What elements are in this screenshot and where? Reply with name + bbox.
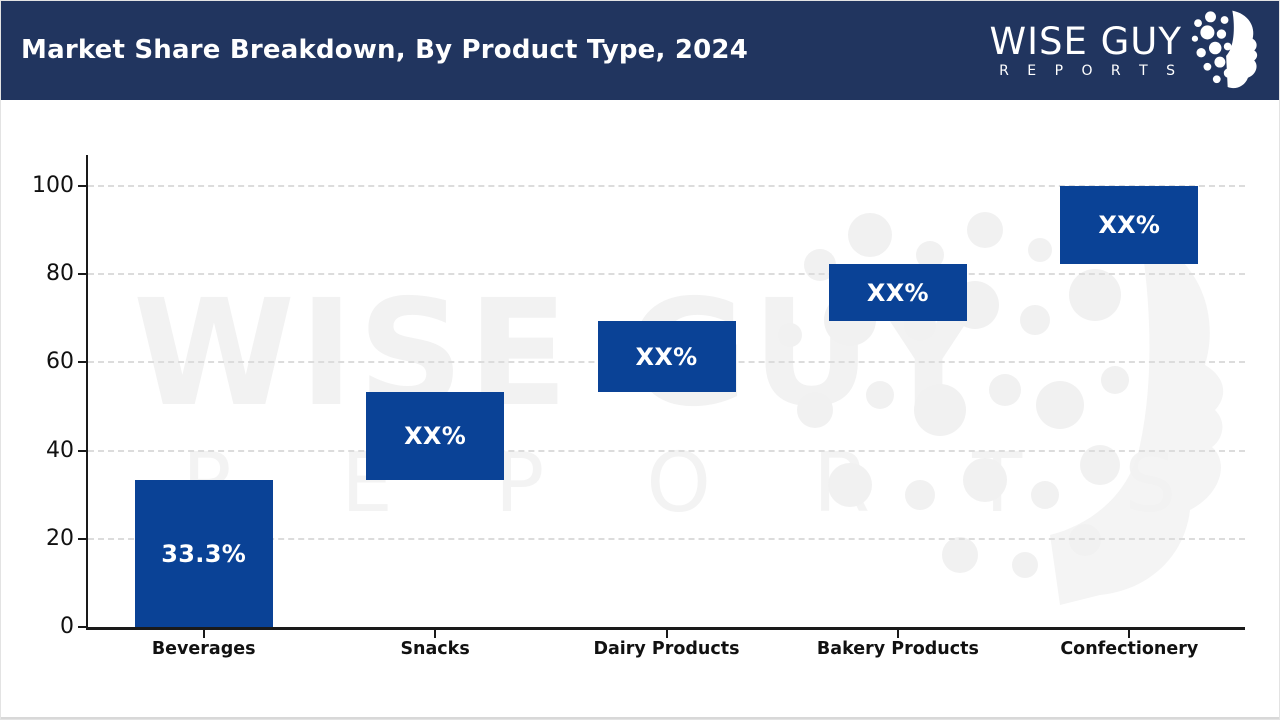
gridline-40 (88, 449, 1245, 452)
y-tick-mark (78, 273, 86, 276)
y-axis-line (86, 155, 88, 630)
header-bar: Market Share Breakdown, By Product Type,… (0, 0, 1280, 100)
y-tick-mark (78, 626, 86, 628)
x-tick-mark (434, 630, 437, 638)
watermark-face-dots-icon (778, 205, 1224, 605)
footer-divider (0, 717, 1280, 719)
gridline-100 (88, 185, 1245, 187)
y-tick-mark (78, 449, 86, 452)
x-category-label: Beverages (151, 639, 256, 659)
bar-beverages: 33.3% (134, 480, 273, 627)
gridline-20 (88, 537, 1245, 540)
bar-snacks: XX% (366, 391, 505, 481)
y-tick-label: 100 (32, 173, 74, 198)
bar-value-label: XX% (635, 342, 698, 371)
y-tick-mark (78, 361, 86, 364)
bar-value-label: 33.3% (161, 539, 247, 568)
x-category-label: Confectionery (1060, 639, 1199, 659)
y-tick-label: 60 (46, 349, 74, 375)
x-category-label: Dairy Products (593, 639, 740, 659)
logo-subtitle: R E P O R T S (999, 62, 1182, 79)
logo-text: WISE GUY R E P O R T S (990, 23, 1182, 78)
y-tick-label: 20 (46, 525, 74, 551)
x-tick-mark (202, 630, 205, 638)
x-tick-mark (665, 630, 668, 638)
bar-value-label: XX% (404, 422, 467, 451)
y-tick-mark (78, 185, 86, 187)
bar-dairy-products: XX% (597, 321, 736, 392)
watermark-text-line2: R E P O R T S (182, 436, 1215, 531)
page-title: Market Share Breakdown, By Product Type,… (21, 35, 748, 65)
bar-value-label: XX% (1098, 211, 1161, 240)
bar-value-label: XX% (866, 278, 929, 307)
gridline-80 (88, 273, 1245, 276)
wise-guy-reports-logo: WISE GUY R E P O R T S (990, 9, 1262, 91)
bar-bakery-products: XX% (828, 264, 967, 322)
x-axis-line (86, 627, 1245, 630)
chart-plot-area: 0 20 40 60 80 100 33.3% Beverages XX% Snacks XX% Da… (32, 155, 1245, 659)
y-tick-label: 0 (60, 614, 74, 639)
logo-wordmark: WISE GUY (989, 19, 1182, 63)
y-tick-mark (78, 537, 86, 540)
x-tick-mark (1128, 630, 1131, 638)
x-tick-mark (896, 630, 899, 638)
x-category-label: Bakery Products (816, 639, 979, 659)
y-tick-label: 80 (46, 261, 74, 287)
x-category-label: Snacks (400, 639, 470, 659)
bar-confectionery: XX% (1060, 186, 1199, 265)
logo-face-icon (1191, 10, 1258, 89)
y-tick-label: 40 (46, 437, 74, 463)
